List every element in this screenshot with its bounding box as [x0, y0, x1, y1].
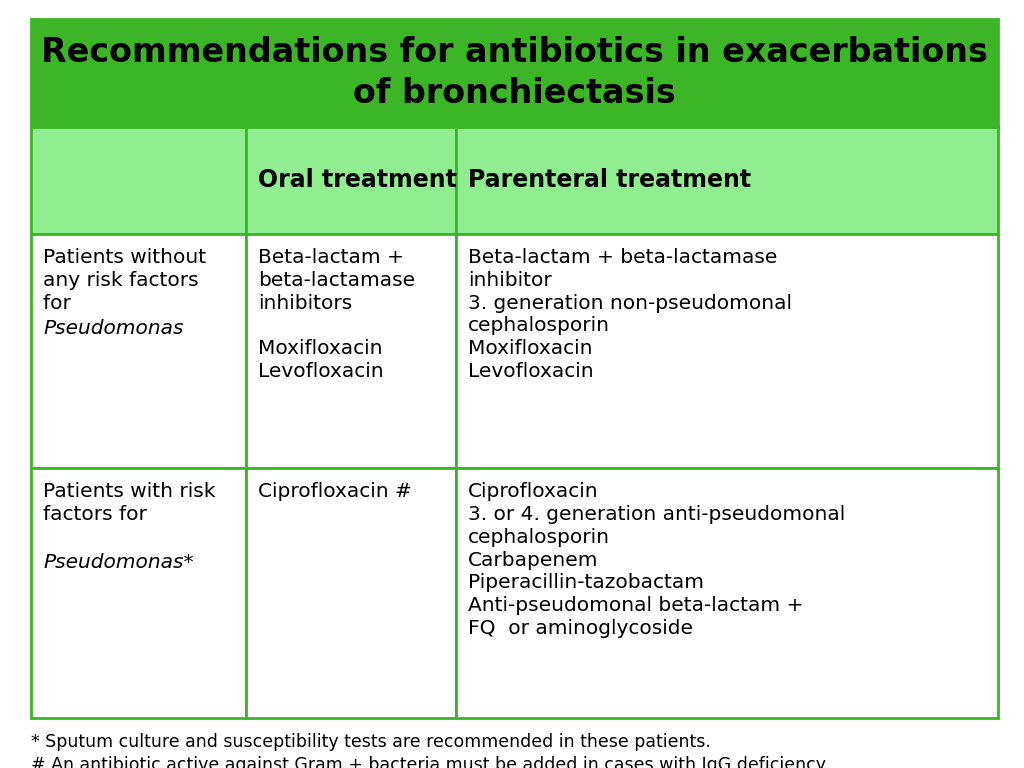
Text: Oral treatment: Oral treatment	[258, 168, 457, 193]
Text: Recommendations for antibiotics in exacerbations
of bronchiectasis: Recommendations for antibiotics in exace…	[41, 36, 988, 110]
Text: Beta-lactam +
beta-lactamase
inhibitors

Moxifloxacin
Levofloxacin: Beta-lactam + beta-lactamase inhibitors …	[258, 248, 415, 381]
Text: Patients with risk
factors for: Patients with risk factors for	[43, 482, 215, 547]
FancyBboxPatch shape	[31, 468, 246, 718]
Text: Patients without
any risk factors
for: Patients without any risk factors for	[43, 248, 206, 313]
FancyBboxPatch shape	[246, 127, 456, 234]
FancyBboxPatch shape	[31, 127, 246, 234]
FancyBboxPatch shape	[31, 234, 246, 468]
FancyBboxPatch shape	[456, 234, 998, 468]
Text: Beta-lactam + beta-lactamase
inhibitor
3. generation non-pseudomonal
cephalospor: Beta-lactam + beta-lactamase inhibitor 3…	[468, 248, 792, 381]
Text: * Sputum culture and susceptibility tests are recommended in these patients.: * Sputum culture and susceptibility test…	[31, 733, 711, 751]
Text: # An antibiotic active against Gram + bacteria must be added in cases with IgG d: # An antibiotic active against Gram + ba…	[31, 756, 825, 768]
FancyBboxPatch shape	[246, 468, 456, 718]
Text: Ciprofloxacin #: Ciprofloxacin #	[258, 482, 412, 502]
FancyBboxPatch shape	[246, 234, 456, 468]
Text: Pseudomonas: Pseudomonas	[43, 319, 183, 338]
Text: Parenteral treatment: Parenteral treatment	[468, 168, 751, 193]
FancyBboxPatch shape	[456, 468, 998, 718]
FancyBboxPatch shape	[456, 127, 998, 234]
Text: Ciprofloxacin
3. or 4. generation anti-pseudomonal
cephalosporin
Carbapenem
Pipe: Ciprofloxacin 3. or 4. generation anti-p…	[468, 482, 845, 637]
FancyBboxPatch shape	[31, 19, 998, 127]
Text: Pseudomonas*: Pseudomonas*	[43, 553, 194, 572]
